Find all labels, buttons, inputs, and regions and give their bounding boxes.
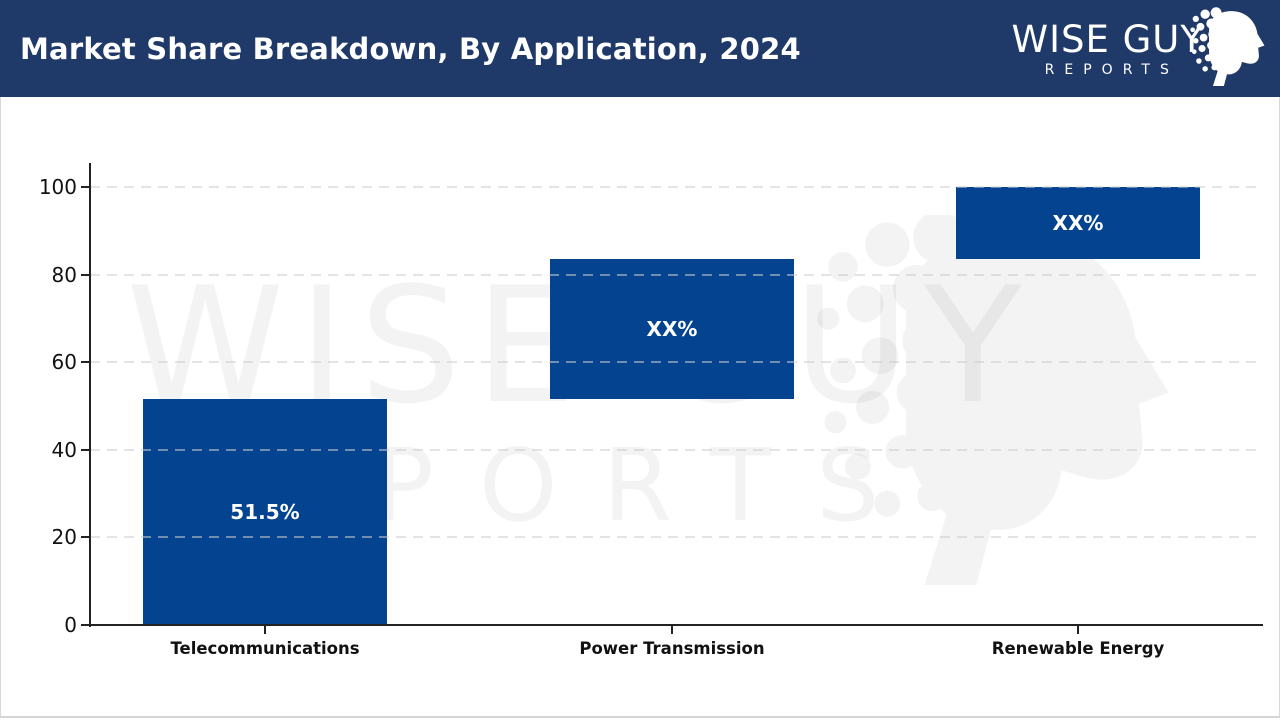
gridline-40 (90, 448, 1263, 451)
x-category-label: Telecommunications (170, 639, 360, 658)
y-tick-20 (81, 536, 89, 539)
bar-value-label: XX% (1052, 211, 1104, 236)
header-bar: Market Share Breakdown, By Application, … (0, 0, 1280, 97)
bar-power-transmission: XX% (550, 259, 794, 400)
x-category-label: Power Transmission (579, 639, 765, 658)
y-tick-0 (81, 624, 89, 626)
y-tick-label-80: 80 (51, 262, 77, 287)
y-tick-40 (81, 448, 89, 451)
y-tick-label-20: 20 (51, 525, 77, 550)
logo-wordmark: WISE GUY REPORTS (1012, 21, 1204, 77)
logo-head-icon (1190, 6, 1265, 86)
wise-guy-reports-logo: WISE GUY REPORTS (1012, 6, 1280, 87)
gridline-60 (90, 361, 1263, 364)
watermark-head-icon (817, 215, 1169, 585)
bar-telecommunications: 51.5% (143, 399, 387, 625)
y-tick-80 (81, 273, 89, 276)
chart-title: Market Share Breakdown, By Application, … (20, 31, 801, 66)
y-tick-100 (81, 186, 89, 188)
logo-wordmark-line1: WISE GUY (1011, 17, 1204, 61)
gridline-80 (90, 273, 1263, 276)
x-axis-line (89, 624, 1263, 626)
x-category-label: Renewable Energy (991, 639, 1165, 658)
y-tick-label-40: 40 (51, 437, 77, 462)
x-tick-3 (1077, 626, 1079, 634)
y-axis-line (89, 163, 91, 627)
logo-wordmark-line2: REPORTS (1044, 61, 1179, 78)
y-tick-60 (81, 361, 89, 364)
chart-canvas: WISE GUY REPORTS 51.5%XX%XX%020406080100… (0, 97, 1280, 718)
gridline-100 (90, 186, 1263, 188)
bar-value-label: XX% (646, 317, 698, 342)
gridline-20 (90, 536, 1263, 539)
bar-renewable-energy: XX% (956, 187, 1200, 260)
y-tick-label-0: 0 (64, 613, 77, 637)
x-tick-2 (671, 626, 673, 634)
y-tick-label-60: 60 (51, 350, 77, 375)
x-tick-1 (264, 626, 266, 634)
bar-value-label: 51.5% (230, 500, 300, 525)
y-tick-label-100: 100 (38, 175, 77, 199)
